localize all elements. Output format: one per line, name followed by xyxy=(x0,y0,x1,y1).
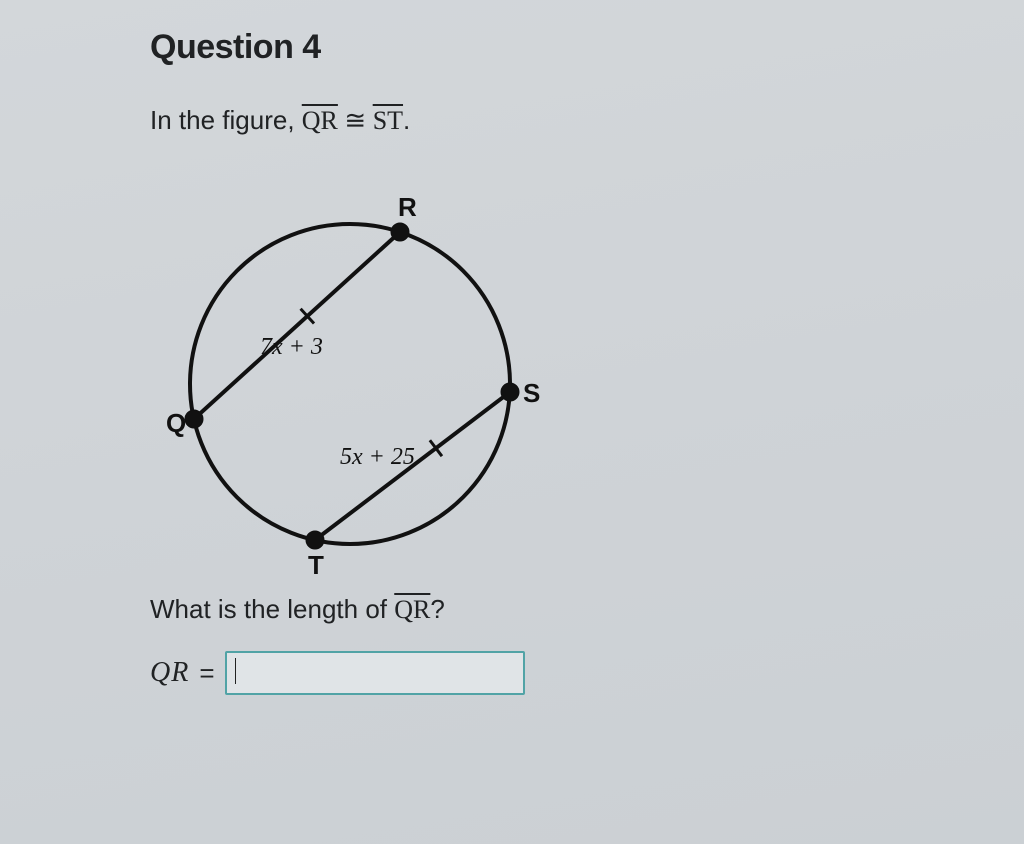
svg-text:7x + 3: 7x + 3 xyxy=(260,334,323,360)
svg-text:Q: Q xyxy=(166,408,186,438)
svg-text:R: R xyxy=(398,192,417,222)
svg-text:5x + 25: 5x + 25 xyxy=(340,444,415,470)
segment-st: ST xyxy=(373,106,403,135)
question-screen: Question 4 In the figure, QR ≅ ST. 7x + … xyxy=(0,0,1024,844)
text-caret-icon xyxy=(235,658,236,684)
prompt-suffix: . xyxy=(403,105,410,135)
svg-text:T: T xyxy=(308,550,324,580)
congruent-sign: ≅ xyxy=(338,106,373,135)
follow-prefix: What is the length of xyxy=(150,594,394,624)
prompt-prefix: In the figure, xyxy=(150,105,302,135)
svg-text:S: S xyxy=(523,378,540,408)
answer-lhs: QR xyxy=(150,657,189,689)
question-heading: Question 4 xyxy=(150,28,1024,67)
geometry-figure: 7x + 3 5x + 25 R Q S T xyxy=(140,154,560,584)
answer-input[interactable] xyxy=(225,651,525,695)
question-prompt: In the figure, QR ≅ ST. xyxy=(150,105,1024,136)
segment-qr: QR xyxy=(302,106,338,135)
answer-eq: = xyxy=(199,658,214,689)
follow-up-question: What is the length of QR? xyxy=(150,594,1024,625)
circle-diagram-svg: 7x + 3 5x + 25 R Q S T xyxy=(140,154,560,584)
follow-seg: QR xyxy=(394,595,430,624)
follow-suffix: ? xyxy=(430,594,444,624)
answer-row: QR = xyxy=(150,651,1024,695)
